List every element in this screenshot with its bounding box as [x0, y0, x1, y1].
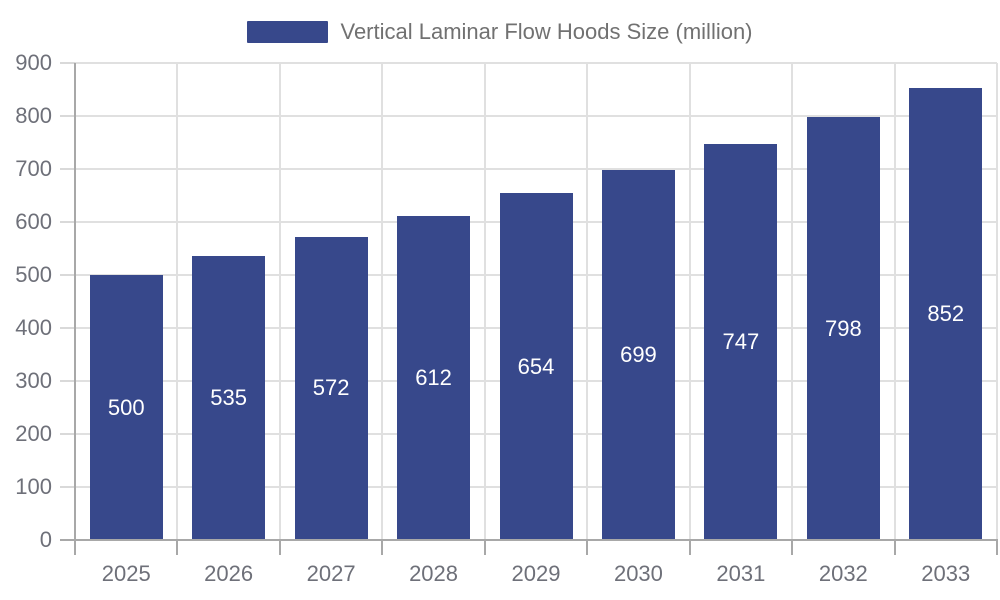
y-axis-label: 0: [39, 527, 52, 552]
y-axis-tick: [60, 62, 75, 64]
x-axis-label-2028: 2028: [409, 561, 459, 586]
x-axis-label-2027: 2027: [306, 561, 356, 586]
x-gridline: [688, 63, 691, 540]
y-axis-tick: [60, 433, 75, 435]
bar-2030[interactable]: [601, 169, 675, 540]
y-axis-tick: [60, 327, 75, 329]
y-axis-label: 800: [15, 103, 52, 128]
legend-item[interactable]: Vertical Laminar Flow Hoods Size (millio…: [0, 19, 1000, 44]
x-axis-tick: [688, 540, 691, 555]
y-axis-tick: [60, 274, 75, 276]
x-axis-tick: [996, 540, 998, 555]
bar-value: 572: [312, 375, 350, 401]
x-axis-tick: [483, 540, 486, 555]
x-gridline: [278, 63, 281, 540]
bar-value: 612: [415, 364, 452, 390]
y-axis-label: 500: [15, 262, 52, 287]
bar-2033[interactable]: [909, 88, 983, 540]
x-gridline: [176, 63, 179, 540]
bar-value: 798: [824, 315, 862, 341]
x-axis-label-2029: 2029: [511, 561, 561, 586]
bar-value: 535: [210, 385, 248, 411]
x-axis-tick: [74, 540, 76, 555]
plot-area: 500 535 572 612 654 699 747 798 852: [75, 62, 998, 540]
x-axis-tick: [381, 540, 384, 555]
x-gridline: [381, 63, 384, 540]
y-gridline: [75, 62, 997, 64]
bar-value: 852: [927, 301, 965, 327]
y-axis-tick: [60, 115, 75, 117]
bar-2028[interactable]: [397, 215, 471, 540]
y-axis-label: 100: [15, 474, 52, 499]
y-axis-label: 400: [15, 315, 52, 340]
y-gridline: [75, 115, 997, 117]
bar-2031[interactable]: [704, 144, 778, 540]
x-axis-tick: [586, 540, 589, 555]
x-axis-line: [60, 539, 998, 541]
x-axis-tick: [176, 540, 179, 555]
x-gridline: [791, 63, 794, 540]
x-gridline: [483, 63, 486, 540]
x-gridline: [893, 63, 896, 540]
x-axis-tick: [278, 540, 281, 555]
x-axis-label-2031: 2031: [716, 561, 766, 586]
bar-2029[interactable]: [499, 193, 573, 540]
x-gridline: [586, 63, 589, 540]
y-axis-label: 200: [15, 421, 52, 446]
y-axis-label: 700: [15, 156, 52, 181]
bar-value: 699: [620, 341, 657, 367]
legend-label: Vertical Laminar Flow Hoods Size (millio…: [340, 19, 753, 44]
x-axis-label-2032: 2032: [818, 561, 868, 586]
y-axis-line: [74, 63, 76, 540]
y-axis-tick: [60, 380, 75, 382]
bar-2027[interactable]: [294, 236, 368, 540]
bar-value: 747: [722, 329, 760, 355]
y-axis-tick: [60, 486, 75, 488]
bar-2025[interactable]: [89, 275, 163, 540]
y-axis-label: 600: [15, 209, 52, 234]
bar-2032[interactable]: [806, 117, 880, 540]
x-axis-tick: [791, 540, 794, 555]
y-axis-label: 900: [15, 50, 52, 75]
bar-2026[interactable]: [192, 256, 266, 540]
legend-swatch: [247, 21, 329, 43]
bar-value: 654: [517, 353, 555, 379]
x-axis-label-2026: 2026: [204, 561, 254, 586]
bar-value: 500: [107, 394, 145, 420]
x-axis-tick: [893, 540, 896, 555]
x-axis-label-2025: 2025: [101, 561, 151, 586]
y-axis-tick: [60, 221, 75, 223]
x-gridline: [996, 63, 998, 540]
x-axis-label-2033: 2033: [921, 561, 971, 586]
y-gridline: [75, 168, 997, 170]
y-axis-label: 300: [15, 368, 52, 393]
x-axis-label-2030: 2030: [613, 561, 663, 586]
y-axis-tick: [60, 168, 75, 170]
